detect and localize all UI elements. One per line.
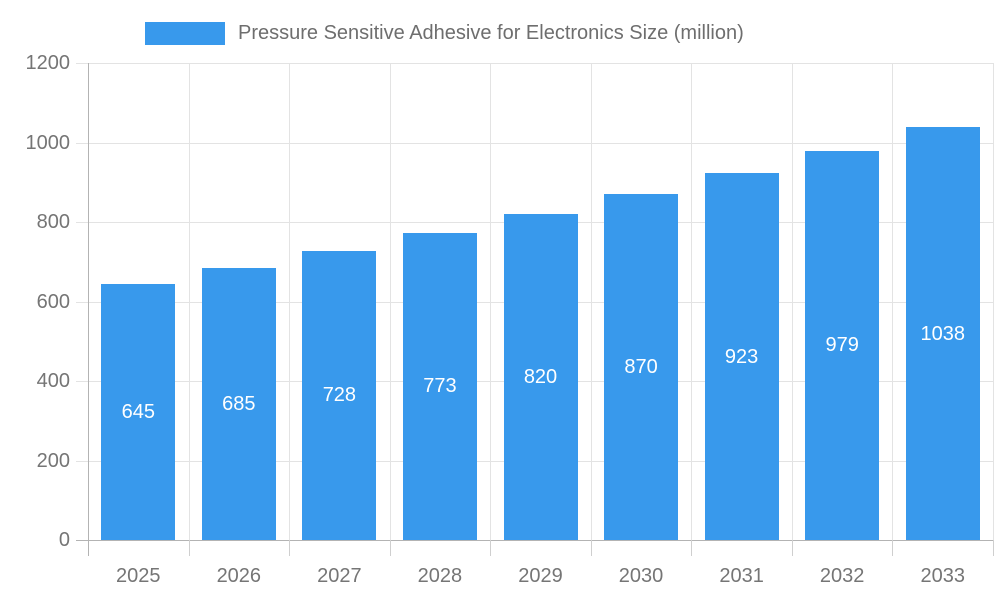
grid-line-vertical: [993, 63, 994, 540]
x-axis-tick-label: 2029: [518, 565, 563, 587]
x-axis-tick-label: 2031: [719, 565, 764, 587]
legend-label: Pressure Sensitive Adhesive for Electron…: [238, 22, 744, 44]
bar[interactable]: [805, 150, 880, 540]
grid-line-vertical: [691, 63, 693, 540]
grid-line-vertical: [892, 63, 894, 540]
grid-line-vertical: [791, 63, 793, 540]
x-axis-tick-label: 2032: [819, 565, 865, 587]
x-axis-tick-mark: [188, 540, 190, 556]
grid-line-vertical: [289, 63, 291, 540]
x-axis-tick-mark: [88, 540, 89, 556]
bar[interactable]: [201, 267, 276, 540]
bar[interactable]: [604, 194, 679, 540]
x-axis-tick-mark: [993, 540, 994, 556]
grid-line-horizontal: [76, 540, 993, 541]
x-axis-tick-label: 2025: [116, 565, 161, 587]
y-axis-tick-label: 0: [58, 529, 70, 551]
legend-swatch: [145, 22, 225, 45]
y-axis-tick-label: 800: [36, 211, 70, 233]
x-axis-tick-mark: [691, 540, 693, 556]
legend-item[interactable]: Pressure Sensitive Adhesive for Electron…: [145, 22, 744, 45]
bar[interactable]: [101, 283, 176, 540]
x-axis-tick-label: 2033: [920, 565, 965, 587]
grid-line-vertical: [188, 63, 190, 540]
y-axis-tick-label: 1000: [25, 131, 71, 154]
x-axis-tick-mark: [590, 540, 592, 556]
x-axis-tick-mark: [389, 540, 391, 556]
x-axis-tick-mark: [289, 540, 291, 556]
y-axis-tick-label: 600: [36, 290, 70, 313]
x-axis-tick-label: 2026: [216, 565, 262, 587]
x-axis-tick-mark: [791, 540, 793, 556]
grid-line-vertical: [389, 63, 391, 540]
bar[interactable]: [302, 250, 377, 540]
x-axis-tick-label: 2028: [417, 565, 463, 587]
bar[interactable]: [402, 232, 477, 540]
x-axis-tick-label: 2027: [317, 565, 362, 587]
x-axis-tick-mark: [490, 540, 492, 556]
grid-line-vertical: [590, 63, 592, 540]
x-axis-tick-label: 2030: [618, 565, 664, 587]
y-axis-tick-label: 1200: [25, 52, 71, 74]
bar[interactable]: [704, 173, 779, 540]
grid-line-horizontal: [76, 63, 993, 64]
grid-line-horizontal: [76, 142, 993, 144]
plot-area: 0 200 400 600 800 1000 1200 645 2025 685 2026 728 20…: [26, 53, 994, 586]
bar[interactable]: [905, 127, 980, 540]
y-axis-line: [88, 63, 89, 556]
y-axis-tick-label: 400: [36, 370, 70, 392]
y-axis-tick-label: 200: [36, 449, 70, 472]
grid-line-vertical: [490, 63, 492, 540]
bar[interactable]: [503, 214, 578, 540]
x-axis-tick-mark: [892, 540, 894, 556]
